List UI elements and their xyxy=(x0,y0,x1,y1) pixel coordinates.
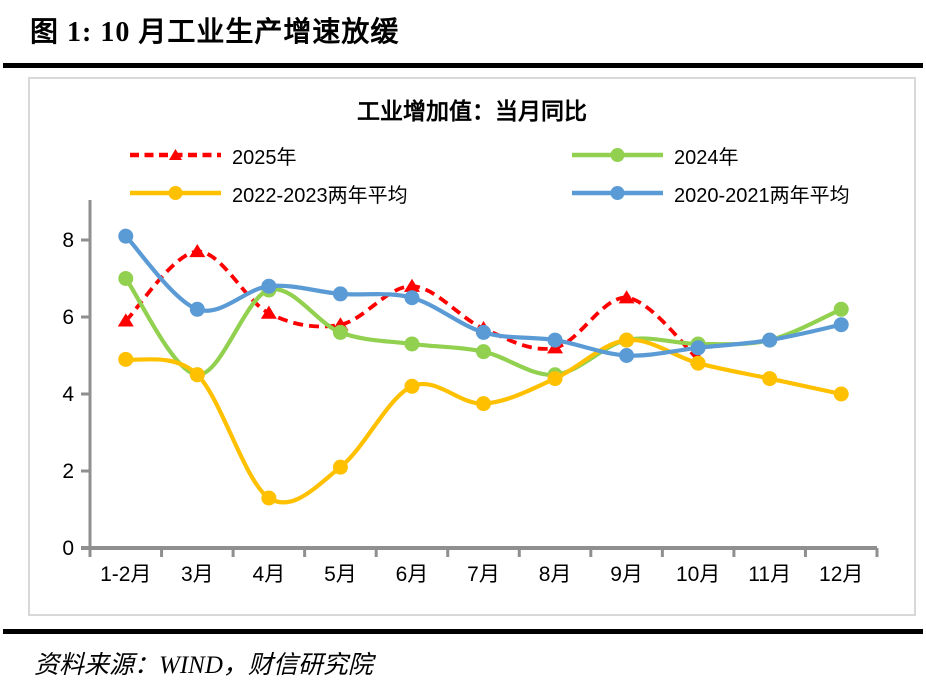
x-axis-label: 6月 xyxy=(396,563,429,586)
x-axis-label: 10月 xyxy=(676,563,720,586)
x-axis-label: 7月 xyxy=(467,563,500,586)
chart-legend: 2025年 2024年 2022-2023两年平均 2020-2021两年平均 xyxy=(128,143,914,207)
x-axis-label: 11月 xyxy=(748,563,791,586)
legend-item-2020-2021-avg: 2020-2021两年平均 xyxy=(570,181,914,207)
axes xyxy=(81,200,879,557)
x-axis-label: 5月 xyxy=(324,563,357,586)
figure-title: 图 1: 10 月工业生产增速放缓 xyxy=(30,17,400,48)
series-2022-2023两年平均 xyxy=(118,332,849,506)
x-axis-label: 12月 xyxy=(819,563,863,586)
y-axis-label: 6 xyxy=(62,306,74,329)
legend-label-2022-2023-avg: 2022-2023两年平均 xyxy=(232,184,408,207)
x-axis-label: 1-2月 xyxy=(100,563,151,586)
legend-label-2025: 2025年 xyxy=(232,146,297,169)
y-axis-label: 8 xyxy=(62,229,74,252)
chart-title: 工业增加值：当月同比 xyxy=(357,98,587,124)
x-axis-label: 8月 xyxy=(539,563,572,586)
legend-item-2024: 2024年 xyxy=(570,143,914,169)
x-axis-label: 3月 xyxy=(181,563,214,586)
legend-line-sample-2024 xyxy=(572,148,663,162)
line-chart: 0 2 4 6 8 1-2月 3月 4月 5月 6月 7月 8月 9月 10月 11月 12月 xyxy=(62,200,879,586)
x-axis-label: 4月 xyxy=(253,563,286,586)
x-axis-label: 9月 xyxy=(610,563,643,586)
series-2020-2021两年平均 xyxy=(118,228,849,363)
legend-line-sample-2020-2021-avg xyxy=(572,186,663,200)
bottom-divider xyxy=(3,629,923,634)
legend-line-sample-2022-2023-avg xyxy=(130,186,221,200)
axis-labels: 0 2 4 6 8 1-2月 3月 4月 5月 6月 7月 8月 9月 10月 11月 12月 xyxy=(62,229,863,586)
chart-panel: 工业增加值：当月同比 2025年 2024年 2022-2023两年平均 202… xyxy=(28,77,916,616)
top-divider xyxy=(3,63,923,68)
legend-label-2024: 2024年 xyxy=(674,146,739,169)
legend-line-sample-2025 xyxy=(130,149,221,160)
y-axis-label: 2 xyxy=(62,460,74,483)
y-axis-label: 0 xyxy=(62,537,74,560)
legend-item-2022-2023-avg: 2022-2023两年平均 xyxy=(128,181,570,207)
legend-item-2025: 2025年 xyxy=(128,143,570,169)
source-note: 资料来源：WIND，财信研究院 xyxy=(34,652,373,679)
y-axis-label: 4 xyxy=(62,383,74,406)
legend-label-2020-2021-avg: 2020-2021两年平均 xyxy=(674,184,850,207)
